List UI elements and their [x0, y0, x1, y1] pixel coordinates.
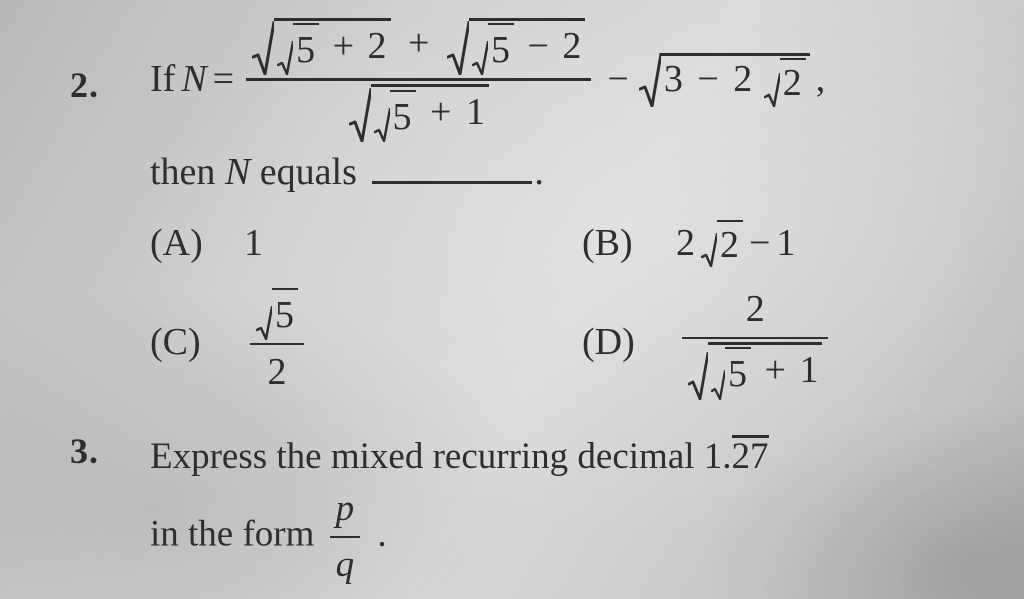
equals-sign: =: [213, 57, 234, 103]
inner-sqrt-5b: 5: [472, 23, 514, 75]
main-fraction: 5 + 2 +: [246, 18, 591, 142]
radical-icon: [764, 73, 780, 107]
question-2-body: If N =: [150, 18, 984, 400]
denom-outer-sqrt: 5 + 1: [349, 84, 489, 141]
one-literal: 1: [799, 349, 818, 391]
question-2-stem-line1: If N =: [150, 18, 984, 142]
question-2-number: 2.: [70, 18, 116, 106]
option-a-value: 1: [244, 221, 263, 265]
option-b: (B) 2 2 − 1: [582, 220, 984, 267]
q3-text-2: in the form: [150, 514, 324, 555]
fraction-numerator: 5 + 2 +: [246, 18, 591, 75]
fraction-bar: [330, 536, 361, 538]
decimal-int: 1: [704, 436, 723, 477]
sqrt-arg: 2: [720, 224, 739, 266]
coeff-two: 2: [676, 221, 695, 265]
fraction-bar: [682, 337, 828, 339]
plus-sign: +: [765, 349, 786, 391]
then-text: then: [150, 151, 225, 193]
outer-sqrt-2: 5 − 2: [447, 18, 585, 75]
option-d-denominator: 5 + 1: [682, 342, 828, 399]
radical-icon: [639, 53, 661, 107]
radical-icon: [277, 41, 293, 75]
question-2-options: (A) 1 (B) 2 2 − 1: [150, 220, 984, 400]
fraction-p: p: [330, 485, 361, 533]
fraction-denominator: 5 + 1: [343, 84, 495, 141]
option-c: (C) 5 2: [150, 285, 552, 400]
q3-text-1: Express the mixed recurring decimal: [150, 436, 704, 477]
plus-sign: +: [408, 22, 429, 64]
denom-inner-sqrt-5: 5: [374, 90, 416, 142]
radical-icon: [711, 370, 725, 400]
radical-icon: [447, 21, 469, 75]
tail-inner-sqrt-2: 2: [764, 58, 806, 107]
question-2: 2. If N =: [70, 18, 984, 400]
two-literal: 2: [783, 62, 802, 104]
decimal-dot: .: [722, 436, 731, 477]
option-b-label: (B): [582, 221, 652, 265]
option-d-numerator: 2: [740, 285, 771, 334]
radical-icon: [701, 233, 717, 267]
two-literal: 2: [562, 25, 581, 67]
outer-sqrt-1: 5 + 2: [252, 18, 390, 75]
option-d-label: (D): [582, 320, 652, 364]
option-c-label: (C): [150, 320, 220, 364]
page: 2. If N =: [0, 0, 1024, 589]
option-d-outer-sqrt: 5 + 1: [688, 342, 822, 399]
plus-sign: +: [333, 25, 354, 67]
equals-text: equals: [250, 151, 357, 193]
period: .: [377, 514, 386, 555]
fraction-q: q: [330, 541, 361, 589]
question-3-body: Express the mixed recurring decimal 1.27…: [150, 428, 984, 590]
option-a-label: (A): [150, 221, 220, 265]
radical-icon: [374, 108, 390, 142]
radical-icon: [688, 352, 708, 400]
radical-icon: [472, 41, 488, 75]
option-b-value: 2 2 − 1: [676, 220, 795, 267]
option-d-inner-sqrt: 5: [711, 347, 751, 399]
fraction-bar: [246, 78, 591, 81]
variable-n: N: [225, 151, 250, 193]
option-c-denom: 2: [262, 348, 293, 397]
five-literal: 5: [728, 353, 747, 395]
option-c-fraction: 5 2: [250, 287, 304, 398]
q3-fraction: p q: [330, 485, 361, 589]
three-literal: 3: [664, 58, 683, 100]
question-3-number: 3.: [70, 428, 116, 472]
option-a: (A) 1: [150, 220, 552, 267]
five-literal: 5: [296, 29, 315, 71]
tail-outer-sqrt: 3 − 2 2: [639, 53, 810, 107]
minus-sign: −: [697, 58, 718, 100]
minus-text: −: [749, 221, 770, 265]
radical-icon: [256, 306, 272, 340]
inner-sqrt-5a: 5: [277, 23, 319, 75]
radical-icon: [252, 21, 274, 75]
one-literal: 1: [776, 221, 795, 265]
variable-n: N: [181, 57, 206, 103]
minus-sign: −: [607, 57, 628, 103]
question-2-stem-line2: then N equals .: [150, 150, 984, 194]
five-literal: 5: [393, 96, 412, 138]
option-b-sqrt: 2: [701, 220, 743, 267]
one-literal: 1: [466, 91, 485, 133]
question-3-stem: Express the mixed recurring decimal 1.27…: [150, 428, 984, 590]
fill-blank: [372, 181, 532, 184]
trailing-comma: ,: [816, 57, 826, 103]
lead-text: If: [150, 57, 175, 103]
five-literal: 5: [491, 29, 510, 71]
decimal-repeating: 27: [732, 435, 769, 475]
period: .: [534, 151, 544, 193]
option-c-sqrt: 5: [256, 288, 298, 340]
sqrt-arg: 5: [275, 294, 294, 336]
two-literal: 2: [368, 25, 387, 67]
fraction-bar: [250, 343, 304, 345]
plus-sign: +: [430, 91, 451, 133]
option-d-fraction: 2: [682, 285, 828, 400]
radical-icon: [349, 88, 371, 142]
two-literal: 2: [733, 58, 752, 100]
minus-sign: −: [527, 25, 548, 67]
question-3: 3. Express the mixed recurring decimal 1…: [70, 428, 984, 590]
option-d: (D) 2: [582, 285, 984, 400]
